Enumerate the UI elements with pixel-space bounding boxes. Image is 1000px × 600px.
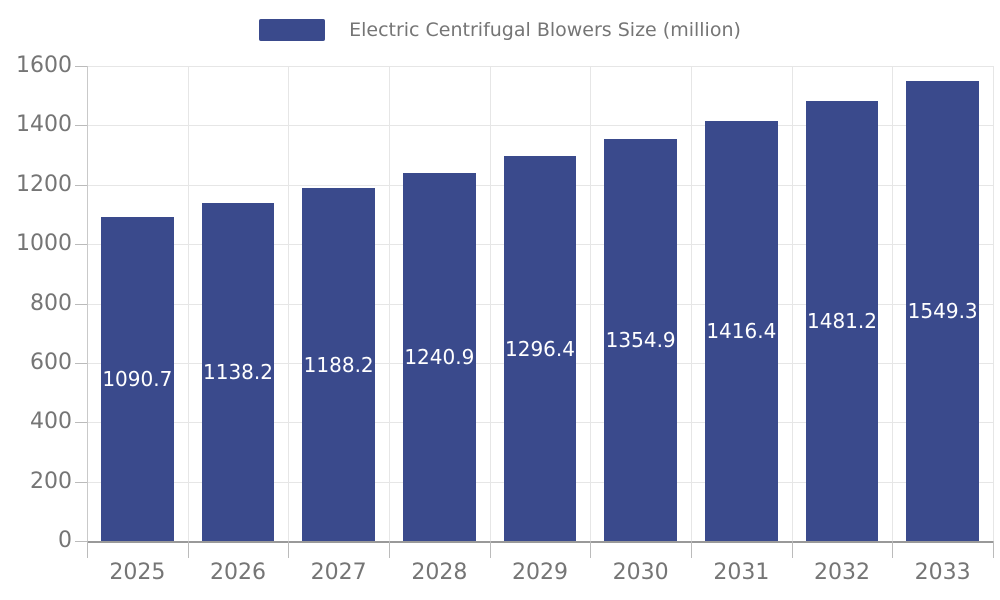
x-axis-tick (691, 541, 692, 558)
y-axis-tick-label: 800 (30, 290, 72, 316)
y-axis-tick-label: 400 (30, 409, 72, 435)
legend-label: Electric Centrifugal Blowers Size (milli… (349, 19, 741, 41)
x-axis-tick (590, 541, 592, 558)
vertical-gridline (993, 66, 994, 541)
vertical-gridline (691, 66, 692, 541)
vertical-gridline (288, 66, 290, 541)
bar-value-label: 1481.2 (806, 309, 877, 334)
y-axis-tick (75, 125, 87, 127)
x-axis-tick (389, 541, 390, 558)
vertical-gridline (791, 66, 793, 541)
y-axis-tick (75, 541, 87, 542)
x-axis-tick (87, 541, 88, 558)
x-axis-tick (187, 541, 189, 558)
y-axis-tick-label: 1400 (16, 112, 72, 138)
x-axis-label-2032: 2032 (814, 560, 870, 585)
bar-2026[interactable]: 1138.2 (201, 203, 275, 541)
y-axis-tick (75, 422, 87, 424)
legend-swatch (259, 19, 326, 42)
y-axis-tick (75, 244, 87, 246)
y-axis-tick (75, 481, 87, 483)
y-axis-tick-label: 0 (58, 528, 72, 553)
y-axis-tick-label: 200 (30, 468, 72, 494)
y-axis-tick (75, 362, 87, 364)
bar-value-label: 1296.4 (504, 336, 575, 361)
y-axis-tick-label: 1200 (16, 171, 72, 197)
bar-2029[interactable]: 1296.4 (503, 156, 577, 541)
plot-area: 0 200 400 600 800 1000 1200 1400 1600 1090.7 2025 1… (16, 55, 994, 584)
y-axis-tick-label: 1600 (16, 53, 72, 78)
bar-value-label: 1354.9 (605, 327, 676, 352)
horizontal-gridline (87, 66, 993, 67)
x-axis-label-2027: 2027 (310, 560, 367, 585)
bar-2033[interactable]: 1549.3 (906, 81, 979, 541)
x-axis-tick (489, 541, 491, 558)
bar-value-label: 1240.9 (404, 344, 475, 369)
bar-2027[interactable]: 1188.2 (302, 188, 375, 541)
y-axis-tick-label: 600 (30, 349, 72, 375)
vertical-gridline (87, 66, 88, 541)
bar-value-label: 1416.4 (706, 318, 777, 343)
x-axis-tick (791, 541, 793, 558)
vertical-gridline (892, 66, 894, 541)
x-axis-tick (288, 541, 290, 558)
y-axis-tick (75, 303, 87, 305)
x-axis-label-2029: 2029 (512, 560, 568, 585)
y-axis-tick (75, 66, 87, 67)
bar-2025[interactable]: 1090.7 (101, 217, 174, 541)
bar-2032[interactable]: 1481.2 (805, 101, 879, 541)
x-axis-label-2025: 2025 (109, 560, 166, 585)
x-axis-tick (993, 541, 994, 558)
x-axis-label-2028: 2028 (411, 560, 468, 585)
x-axis-label-2033: 2033 (914, 560, 971, 585)
x-axis-label-2031: 2031 (713, 560, 770, 585)
bar-value-label: 1090.7 (102, 367, 173, 392)
vertical-gridline (389, 66, 390, 541)
x-axis-tick (892, 541, 894, 558)
horizontal-gridline (87, 125, 993, 127)
bar-2030[interactable]: 1354.9 (604, 138, 677, 541)
bar-2031[interactable]: 1416.4 (705, 120, 778, 541)
x-axis-label-2030: 2030 (612, 560, 669, 585)
vertical-gridline (187, 66, 189, 541)
y-axis-tick (75, 184, 87, 186)
legend[interactable]: Electric Centrifugal Blowers Size (milli… (0, 19, 1000, 42)
vertical-gridline (489, 66, 491, 541)
bar-value-label: 1549.3 (907, 299, 978, 324)
vertical-gridline (590, 66, 592, 541)
x-axis-label-2026: 2026 (210, 560, 266, 585)
bar-value-label: 1188.2 (303, 352, 374, 377)
bar-2028[interactable]: 1240.9 (403, 172, 476, 541)
bar-value-label: 1138.2 (202, 360, 273, 385)
y-axis-tick-label: 1000 (16, 231, 72, 257)
